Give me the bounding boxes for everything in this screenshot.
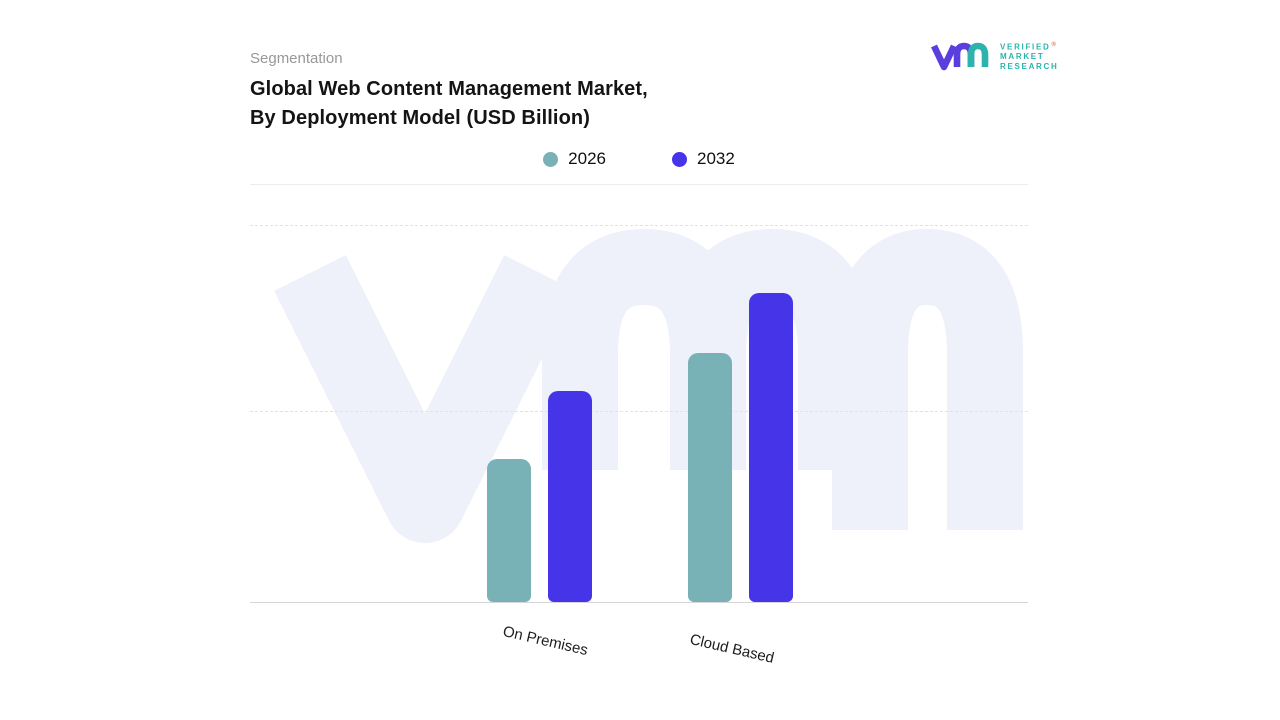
legend-item-2026: 2026 [543, 149, 606, 169]
legend-swatch-2032 [672, 151, 687, 167]
bar-2032-cloud-based [749, 292, 793, 602]
chart-title: Global Web Content Management Market, By … [250, 75, 648, 133]
x-label-cloud-based: Cloud Based [688, 631, 776, 667]
vmr-logo-icon [931, 42, 989, 71]
chart-title-line2: By Deployment Model (USD Billion) [250, 107, 590, 129]
legend-label-2026: 2026 [568, 149, 606, 168]
bar-2026-cloud-based [688, 353, 732, 602]
legend-label-2032: 2032 [697, 149, 735, 168]
segmentation-label: Segmentation [250, 50, 343, 67]
chart-legend: 2026 2032 [250, 149, 1028, 169]
header-divider [250, 184, 1028, 185]
vmr-logo-line3: RESEARCH [1000, 62, 1059, 72]
bar-2032-on-premises [548, 390, 592, 602]
chart-title-line1: Global Web Content Management Market, [250, 78, 648, 100]
bar-group-on-premises [487, 225, 592, 602]
x-axis-line [250, 602, 1028, 603]
gridline-top [250, 225, 1028, 226]
legend-swatch-2026 [543, 151, 559, 167]
vmr-logo: VERIFIED® MARKET RESEARCH [928, 38, 1059, 74]
x-label-on-premises: On Premises [501, 623, 590, 660]
legend-item-2032: 2032 [672, 149, 735, 169]
vmr-watermark-icon [274, 229, 1023, 543]
bar-chart-plot-area: On Premises Cloud Based [250, 225, 1028, 667]
bar-2026-on-premises [487, 458, 531, 602]
vmr-logo-line2: MARKET [1000, 52, 1045, 62]
registered-trademark-icon: ® [1051, 41, 1056, 48]
vmr-logo-wordmark: VERIFIED® MARKET RESEARCH [1000, 40, 1059, 73]
bar-group-cloud-based [688, 225, 793, 602]
vmr-logo-line1: VERIFIED® [1000, 41, 1056, 52]
gridline-middle [250, 411, 1028, 412]
